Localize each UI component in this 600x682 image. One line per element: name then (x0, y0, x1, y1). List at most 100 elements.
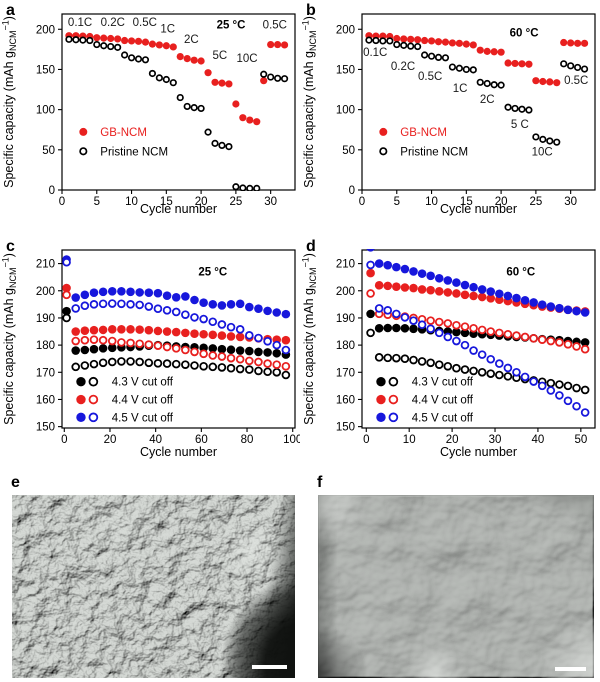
svg-text:100: 100 (283, 434, 300, 446)
panel-label-a: a (6, 2, 15, 19)
svg-text:25 °C: 25 °C (198, 267, 227, 279)
svg-text:10C: 10C (532, 146, 553, 158)
svg-text:210: 210 (336, 259, 355, 271)
svg-text:0.5C: 0.5C (133, 17, 157, 29)
svg-text:Cycle number: Cycle number (440, 202, 517, 216)
svg-text:100: 100 (36, 105, 55, 117)
svg-text:4.5 V cut off: 4.5 V cut off (412, 412, 474, 424)
svg-text:40: 40 (149, 434, 162, 446)
svg-text:150: 150 (36, 422, 55, 434)
svg-text:20: 20 (104, 434, 117, 446)
sem-texture-f (318, 495, 594, 678)
svg-text:100: 100 (336, 105, 355, 117)
svg-text:190: 190 (336, 313, 355, 325)
scale-bar-icon (555, 667, 586, 671)
svg-text:190: 190 (36, 313, 55, 325)
panel-label-d: d (306, 238, 316, 255)
svg-text:200: 200 (336, 286, 355, 298)
svg-text:80: 80 (241, 434, 254, 446)
svg-text:4.3 V cut off: 4.3 V cut off (412, 377, 474, 389)
svg-text:0.5C: 0.5C (418, 71, 442, 83)
svg-text:Specific capacity (mAh gNCM−1): Specific capacity (mAh gNCM−1) (301, 253, 319, 425)
svg-text:160: 160 (336, 394, 355, 406)
svg-text:210: 210 (36, 259, 55, 271)
svg-text:GB-NCM: GB-NCM (400, 127, 447, 139)
svg-text:0: 0 (349, 185, 355, 197)
svg-text:20: 20 (446, 434, 459, 446)
svg-text:0.5C: 0.5C (564, 75, 588, 87)
svg-text:5: 5 (94, 196, 100, 208)
svg-text:10: 10 (403, 434, 416, 446)
svg-text:0.2C: 0.2C (101, 17, 125, 29)
svg-text:5: 5 (394, 196, 400, 208)
svg-text:Pristine NCM: Pristine NCM (400, 146, 468, 158)
svg-text:170: 170 (336, 367, 355, 379)
svg-text:0.1C: 0.1C (68, 17, 92, 29)
svg-text:5C: 5C (213, 50, 228, 62)
chart-cycling-60c: 0 10 20 30 40 50 150 160 170 180 190 200 210 Cycle nu… (301, 249, 596, 459)
svg-text:25 °C: 25 °C (217, 19, 246, 31)
svg-text:4.4 V cut off: 4.4 V cut off (112, 395, 174, 407)
svg-text:160: 160 (36, 394, 55, 406)
svg-text:170: 170 (36, 367, 55, 379)
svg-text:0.1C: 0.1C (363, 47, 387, 59)
panel-label-e: e (11, 474, 20, 491)
svg-text:150: 150 (36, 64, 55, 76)
svg-text:200: 200 (36, 286, 55, 298)
svg-text:15: 15 (460, 196, 473, 208)
svg-text:Cycle number: Cycle number (440, 445, 517, 459)
svg-text:150: 150 (336, 422, 355, 434)
svg-text:60 °C: 60 °C (510, 27, 539, 39)
svg-text:60: 60 (195, 434, 208, 446)
svg-text:20: 20 (195, 196, 208, 208)
svg-text:1C: 1C (453, 83, 468, 95)
svg-text:2C: 2C (480, 94, 495, 106)
svg-text:25: 25 (229, 196, 242, 208)
svg-text:30: 30 (564, 196, 577, 208)
svg-text:4.4 V cut off: 4.4 V cut off (412, 395, 474, 407)
svg-text:50: 50 (574, 434, 587, 446)
svg-text:Specific capacity (mAh gNCM−1): Specific capacity (mAh gNCM−1) (1, 16, 19, 188)
sem-image-e (12, 495, 295, 678)
svg-text:10: 10 (125, 196, 138, 208)
sem-texture-e (12, 495, 295, 678)
svg-text:150: 150 (336, 64, 355, 76)
chart-cycling-25c: 0 20 40 60 80 100 150 160 170 180 190 200 210 Cycle n… (1, 249, 300, 459)
svg-text:0: 0 (59, 196, 65, 208)
svg-text:Specific capacity (mAh gNCM−1): Specific capacity (mAh gNCM−1) (301, 16, 319, 188)
svg-text:4.3 V cut off: 4.3 V cut off (112, 377, 174, 389)
svg-text:30: 30 (264, 196, 277, 208)
svg-text:0.2C: 0.2C (391, 61, 415, 73)
svg-text:200: 200 (336, 24, 355, 36)
svg-text:200: 200 (36, 24, 55, 36)
svg-text:50: 50 (342, 145, 355, 157)
svg-text:4.5 V cut off: 4.5 V cut off (112, 412, 174, 424)
svg-text:180: 180 (336, 340, 355, 352)
svg-text:Specific capacity (mAh gNCM−1): Specific capacity (mAh gNCM−1) (1, 253, 19, 425)
svg-text:15: 15 (160, 196, 173, 208)
panel-label-c: c (6, 238, 15, 255)
scale-bar-icon (252, 665, 287, 669)
sem-image-f (318, 495, 594, 678)
svg-text:10C: 10C (236, 53, 257, 65)
svg-text:GB-NCM: GB-NCM (100, 127, 147, 139)
panel-label-f: f (317, 474, 323, 491)
chart-rate-60c: 0 5 10 15 20 25 30 0 50 100 150 200 Cycle number Spec… (301, 13, 596, 216)
svg-text:20: 20 (495, 196, 508, 208)
svg-text:5 C: 5 C (511, 119, 529, 131)
svg-text:0.5C: 0.5C (263, 19, 287, 31)
svg-text:40: 40 (532, 434, 545, 446)
svg-text:0: 0 (359, 196, 365, 208)
svg-text:0: 0 (49, 185, 55, 197)
svg-text:25: 25 (529, 196, 542, 208)
svg-text:50: 50 (42, 145, 55, 157)
svg-text:1C: 1C (160, 23, 175, 35)
svg-text:60 °C: 60 °C (506, 267, 535, 279)
svg-text:Cycle number: Cycle number (140, 445, 217, 459)
svg-text:Cycle number: Cycle number (140, 202, 217, 216)
svg-text:Pristine NCM: Pristine NCM (100, 146, 168, 158)
svg-text:2C: 2C (184, 34, 199, 46)
svg-text:30: 30 (489, 434, 502, 446)
svg-text:0: 0 (61, 434, 67, 446)
